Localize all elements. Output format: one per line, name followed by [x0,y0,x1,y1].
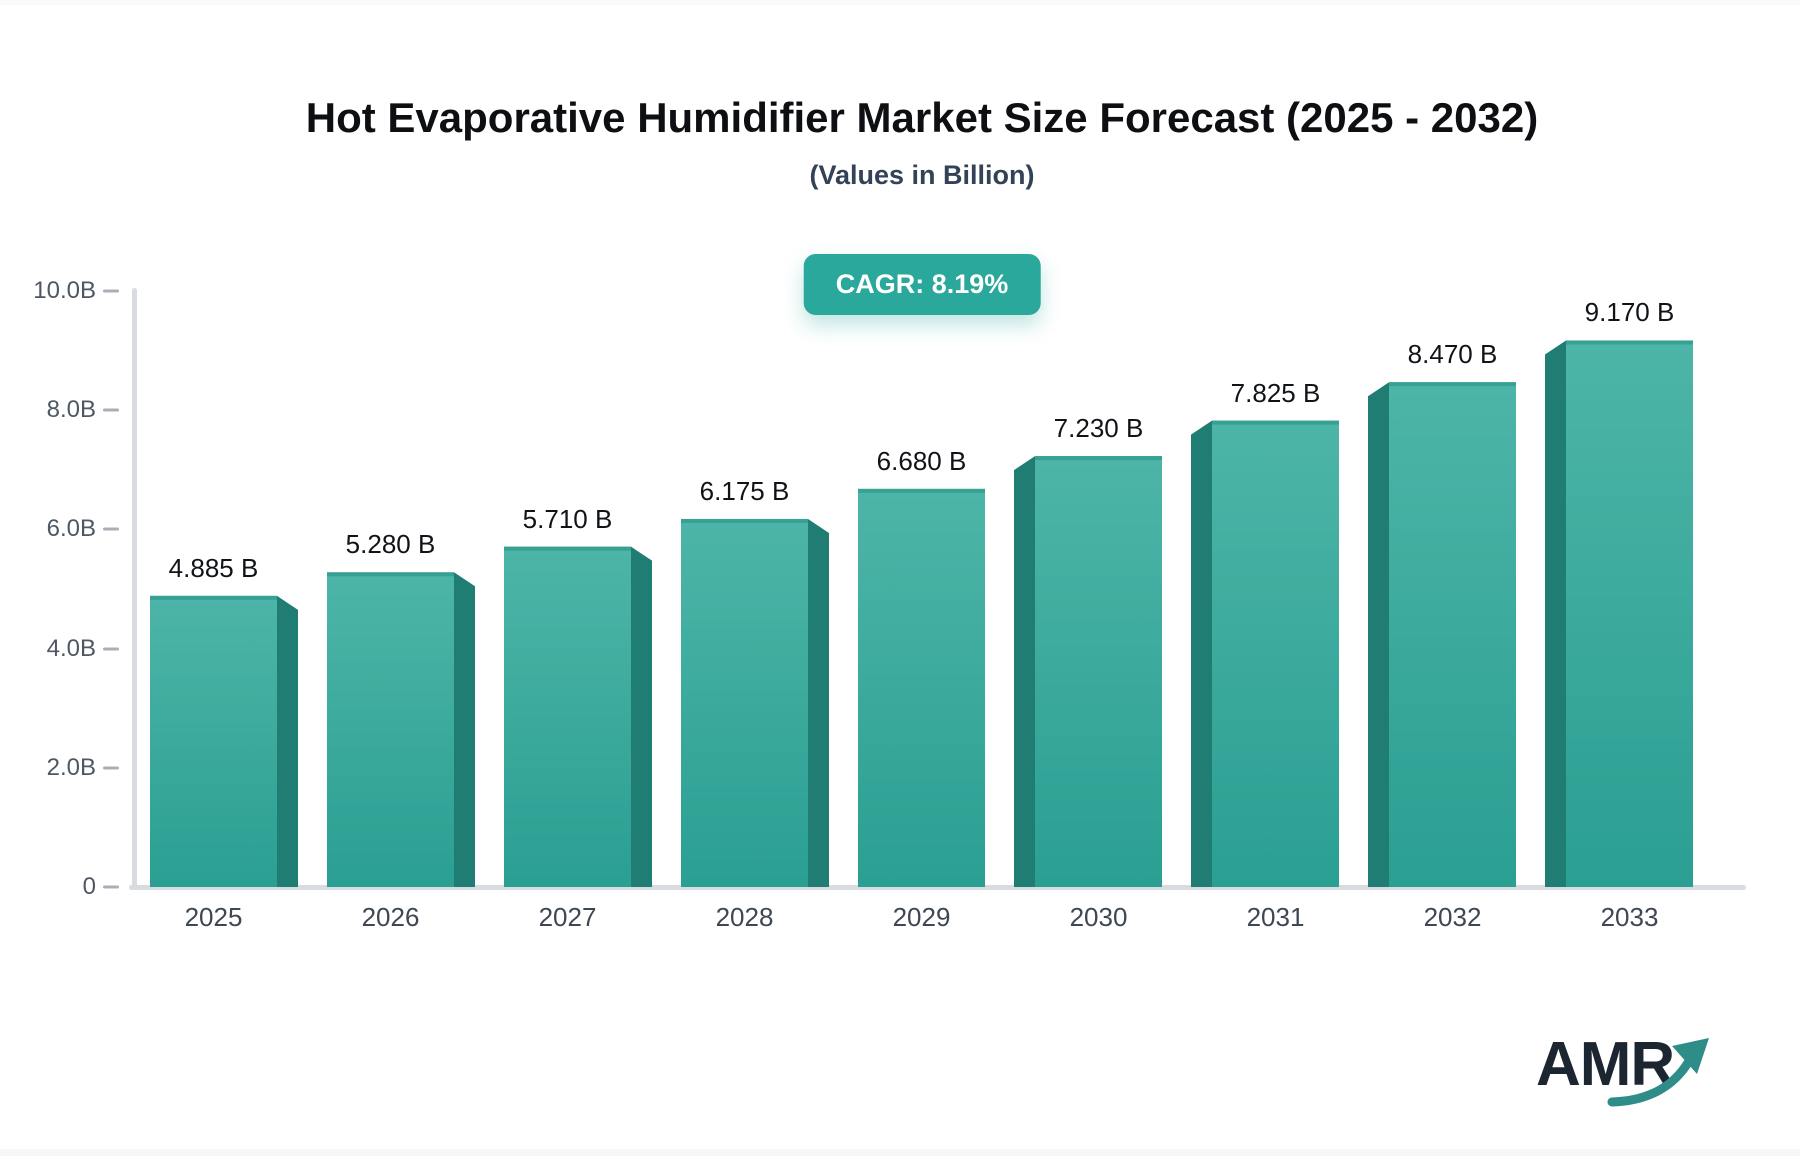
bar-2027 [504,546,631,887]
bar-value-label-2025: 4.885 B [168,552,259,583]
x-tick-label-2028: 2028 [715,902,774,932]
bar-value-label-2030: 7.230 B [1053,413,1144,444]
bar-top-edge [327,572,454,577]
x-tick-label-2032: 2032 [1423,902,1482,932]
bar-side-2028 [808,518,829,887]
page-bottom-edge [0,1149,1800,1156]
bar-value-label-2033: 9.170 B [1584,297,1675,328]
bar-top-edge [504,546,631,551]
bar-top-edge [1566,340,1693,345]
bar-2030 [1035,456,1162,887]
chart-title: Hot Evaporative Humidifier Market Size F… [305,94,1539,141]
bar-side-2030 [1014,456,1035,887]
y-tick-label-6.0B: 6.0B [46,515,96,543]
cagr-badge: CAGR: 8.19% [803,254,1041,315]
bar-top-edge [1212,420,1339,425]
x-tick-label-2025: 2025 [184,902,243,932]
y-tick-label-4.0B: 4.0B [46,634,96,662]
bar-2029 [858,488,985,887]
bar-value-label-2029: 6.680 B [876,445,967,476]
bar-value-label-2032: 8.470 B [1407,339,1498,370]
y-tick-dash [103,527,119,531]
y-tick-dash [103,885,119,889]
chart-subtitle: (Values in Billion) [809,160,1035,190]
bar-side-2033 [1545,340,1566,887]
bar-top-edge [858,488,985,493]
bar-2031 [1212,420,1339,887]
bar-top-edge [1035,456,1162,461]
bar-side-2027 [631,546,652,887]
bar-side-2031 [1191,420,1212,887]
y-tick-dash [103,647,119,651]
bar-side-2032 [1368,382,1389,887]
bar-top-edge [1389,382,1516,387]
bar-2028 [681,518,808,887]
x-tick-label-2031: 2031 [1246,902,1305,932]
x-axis-line [129,885,1746,890]
y-tick-label-0: 0 [82,873,96,900]
x-tick-label-2030: 2030 [1069,902,1128,932]
y-axis-line [132,288,137,888]
bar-2026 [327,572,454,887]
y-tick-dash [103,408,119,412]
y-tick-dash [103,766,119,770]
bar-top-edge [681,518,808,523]
bar-value-label-2028: 6.175 B [699,475,790,506]
y-tick-label-10.0B: 10.0B [33,277,96,304]
bar-value-label-2027: 5.710 B [522,503,613,534]
bar-2025 [150,595,277,887]
amr-logo: AMR [1536,1030,1675,1099]
y-tick-label-2.0B: 2.0B [46,753,96,781]
bar-value-label-2031: 7.825 B [1230,377,1321,408]
bar-top-edge [150,595,277,600]
bar-2033 [1566,340,1693,887]
bar-2032 [1389,382,1516,887]
y-tick-dash [103,289,119,293]
y-tick-label-8.0B: 8.0B [46,396,96,424]
bar-value-label-2026: 5.280 B [345,529,436,560]
x-tick-label-2033: 2033 [1600,902,1659,932]
x-tick-label-2027: 2027 [538,902,597,932]
x-tick-label-2026: 2026 [361,902,420,932]
bar-side-2026 [454,572,475,887]
page-top-edge [0,0,1800,5]
x-tick-label-2029: 2029 [892,902,951,932]
bar-side-2025 [277,595,298,887]
